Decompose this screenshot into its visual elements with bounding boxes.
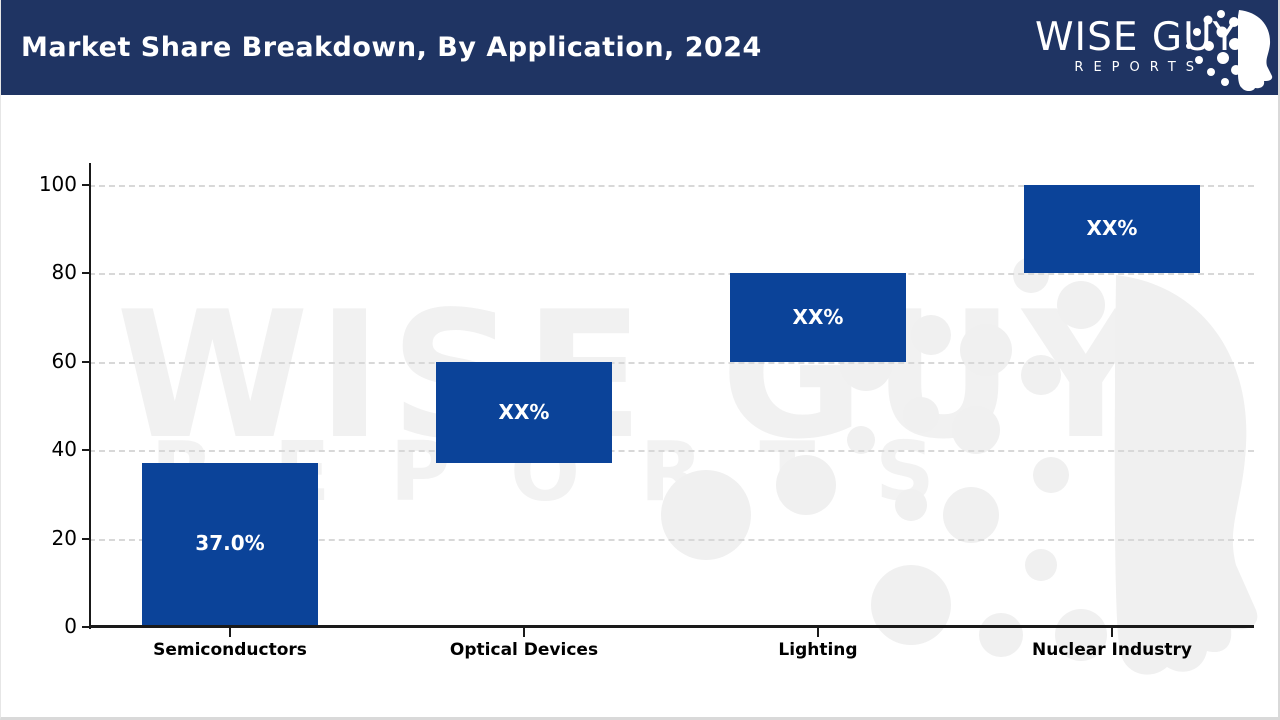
y-tick-label-20: 20 <box>51 525 77 550</box>
y-tick-label-0: 0 <box>64 614 77 638</box>
y-tick-label-40: 40 <box>51 437 77 462</box>
bar-value-label: 37.0% <box>195 531 265 556</box>
y-tick-mark-20 <box>82 537 89 540</box>
gridline-60 <box>89 361 1254 364</box>
gridline-40 <box>89 450 1254 453</box>
y-tick-mark-80 <box>82 272 89 275</box>
y-tick-mark-0 <box>82 626 89 628</box>
gridline-20 <box>89 538 1254 541</box>
x-category-label-nuclear-industry: Nuclear Industry <box>1032 640 1192 660</box>
x-tick-mark-4 <box>1111 628 1113 637</box>
y-tick-label-80: 80 <box>51 260 77 285</box>
x-tick-mark-1 <box>229 628 231 637</box>
chart-title: Market Share Breakdown, By Application, … <box>21 32 762 63</box>
y-axis-line <box>89 163 91 629</box>
report-header: Market Share Breakdown, By Application, … <box>1 0 1278 95</box>
x-tick-mark-3 <box>817 628 819 637</box>
bar-value-label: XX% <box>792 304 844 329</box>
logo-wordmark: WISE GUY <box>1035 15 1238 60</box>
bar-lighting: XX% <box>730 273 906 362</box>
bar-optical-devices: XX% <box>436 361 612 464</box>
y-tick-mark-40 <box>82 449 89 452</box>
gridline-80 <box>89 273 1254 276</box>
bar-semiconductors: 37.0% <box>142 463 318 625</box>
x-axis-line <box>89 625 1254 628</box>
logo-subtitle: REPORTS <box>1074 60 1205 75</box>
logo-text: WISE GUY REPORTS <box>1035 15 1238 76</box>
x-category-label-semiconductors: Semiconductors <box>153 640 307 660</box>
y-tick-label-100: 100 <box>38 172 77 196</box>
x-category-label-lighting: Lighting <box>778 640 858 660</box>
wise-guy-logo: WISE GUY REPORTS <box>1017 6 1273 91</box>
x-tick-mark-2 <box>523 628 525 637</box>
bar-value-label: XX% <box>1086 215 1138 240</box>
y-tick-mark-60 <box>82 360 89 363</box>
x-category-label-optical-devices: Optical Devices <box>449 640 599 660</box>
bar-value-label: XX% <box>498 399 550 424</box>
logo-head-icon <box>1186 10 1273 91</box>
bar-nuclear-industry: XX% <box>1024 185 1200 274</box>
y-tick-label-60: 60 <box>51 348 77 373</box>
y-tick-mark-100 <box>82 184 89 186</box>
gridline-100 <box>89 185 1254 187</box>
